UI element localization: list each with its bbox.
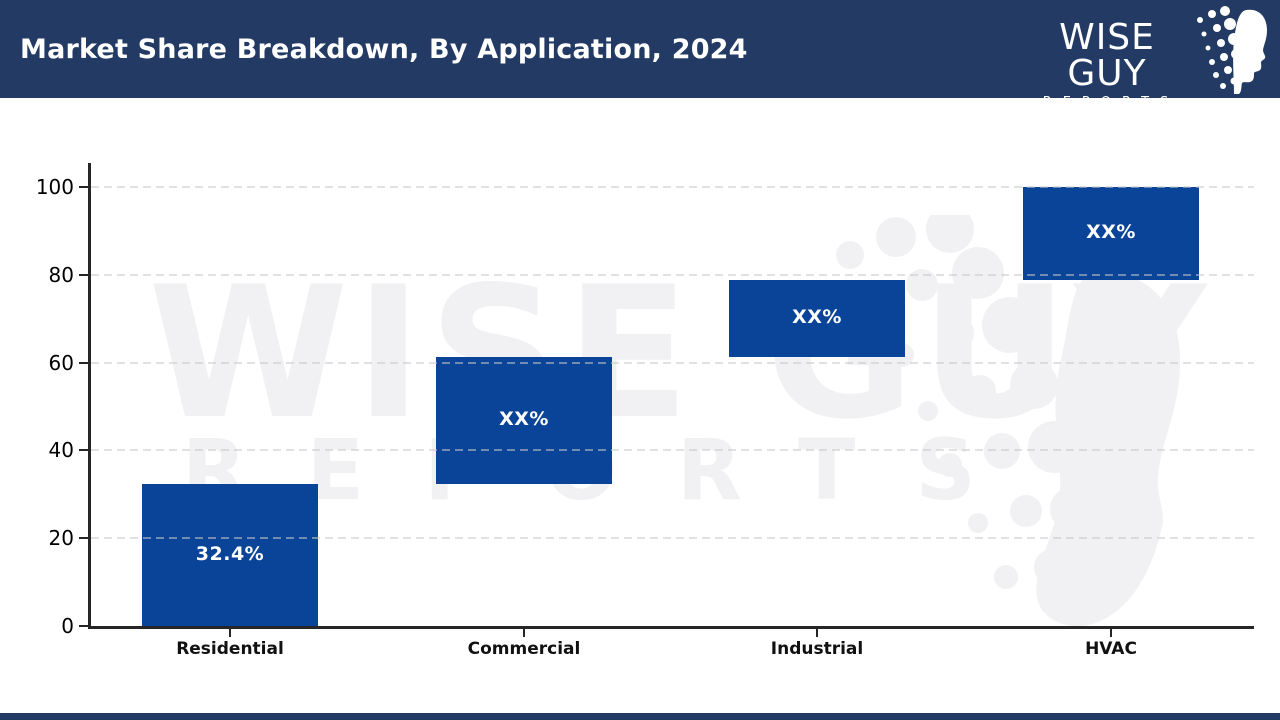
x-tick-hvac xyxy=(1110,629,1112,637)
chart-title: Market Share Breakdown, By Application, … xyxy=(20,33,748,65)
x-label-hvac: HVAC xyxy=(1085,639,1137,659)
y-tick-60 xyxy=(79,362,88,364)
x-label-commercial: Commercial xyxy=(467,639,581,659)
y-tick-100 xyxy=(79,186,88,188)
gridline-20 xyxy=(91,537,1254,539)
y-tick-20 xyxy=(79,537,88,539)
gridline-40 xyxy=(91,449,1254,451)
gridline-80 xyxy=(91,274,1254,276)
brand-logo: WISE GUY REPORTS xyxy=(1018,6,1268,110)
bar-commercial xyxy=(436,357,612,484)
bar-industrial xyxy=(729,280,905,357)
bar-hvac xyxy=(1023,187,1199,280)
x-tick-commercial xyxy=(523,629,525,637)
bar-value-label-industrial: XX% xyxy=(792,306,842,328)
x-tick-residential xyxy=(229,629,231,637)
y-tick-label-0: 0 xyxy=(61,614,74,638)
bar-value-label-hvac: XX% xyxy=(1086,221,1136,243)
x-tick-industrial xyxy=(816,629,818,637)
y-tick-label-20: 20 xyxy=(48,526,74,550)
brand-logo-head-icon xyxy=(1197,6,1267,94)
header-bar: Market Share Breakdown, By Application, … xyxy=(0,0,1280,110)
gridline-100 xyxy=(91,186,1254,188)
x-label-industrial: Industrial xyxy=(770,639,864,659)
brand-logo-subtext: REPORTS xyxy=(1042,95,1180,110)
bar-value-label-residential: 32.4% xyxy=(195,543,265,565)
gridline-60 xyxy=(91,362,1254,364)
y-tick-0 xyxy=(79,625,88,627)
brand-logo-wordmark: WISE GUY xyxy=(1059,17,1155,94)
footer-bar xyxy=(0,713,1280,720)
y-tick-label-40: 40 xyxy=(48,438,74,462)
brand-logo-text: WISE GUY REPORTS xyxy=(1018,17,1196,111)
y-tick-label-100: 100 xyxy=(35,175,74,199)
y-tick-label-60: 60 xyxy=(48,351,74,375)
bar-residential xyxy=(142,484,318,626)
y-tick-80 xyxy=(79,274,88,276)
bar-value-label-commercial: XX% xyxy=(499,408,549,430)
y-axis-line xyxy=(88,163,91,629)
y-tick-label-80: 80 xyxy=(48,263,74,287)
watermark-wordmark: WISE GUY xyxy=(148,247,1213,459)
x-axis-line xyxy=(88,626,1254,629)
x-label-residential: Residential xyxy=(176,639,284,659)
y-tick-40 xyxy=(79,449,88,451)
